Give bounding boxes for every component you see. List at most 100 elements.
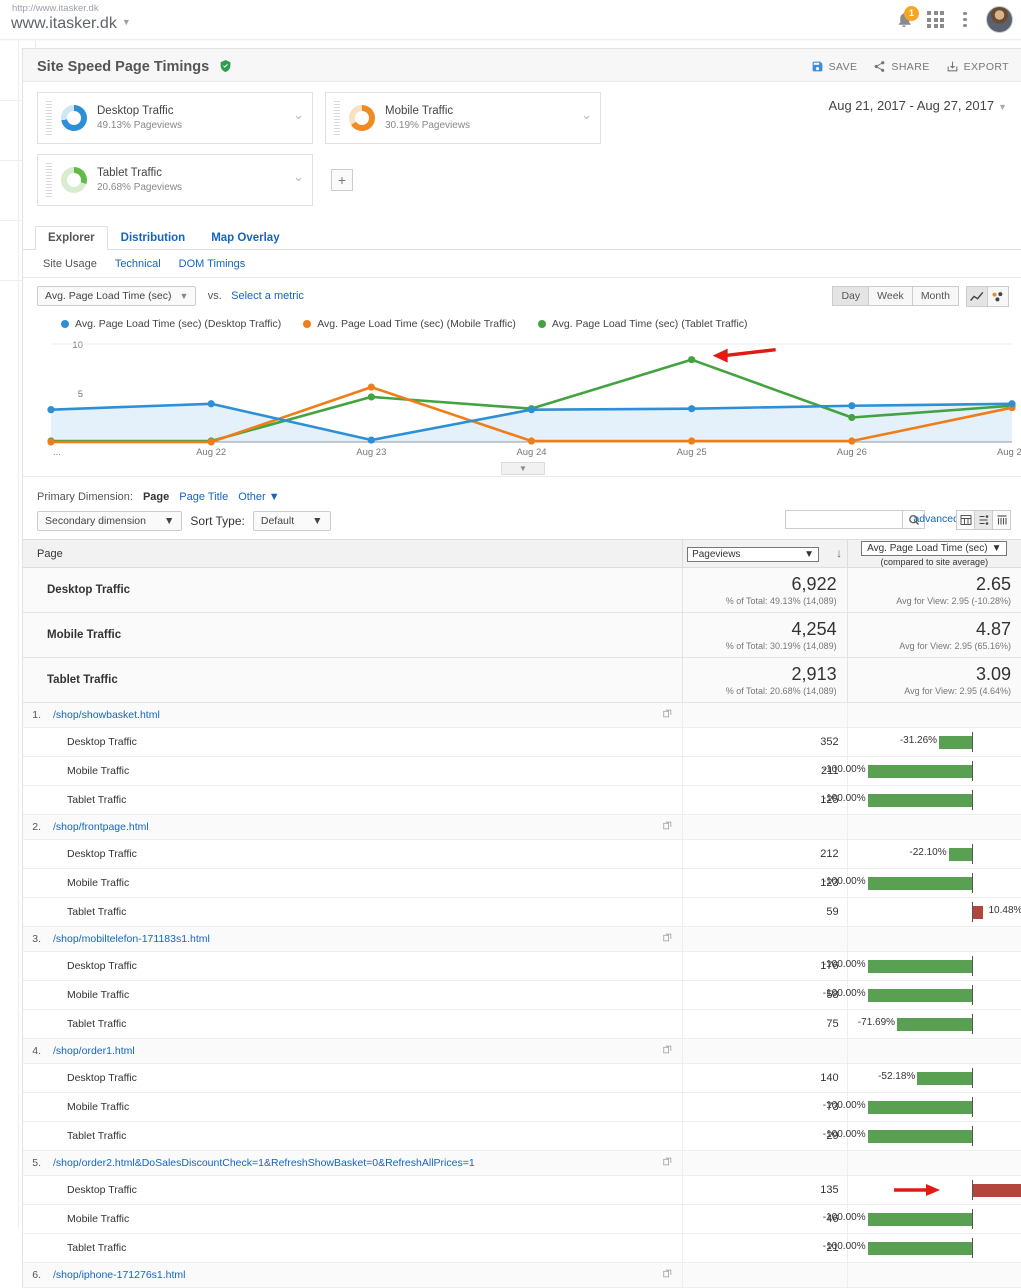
subtab-dom-timings[interactable]: DOM Timings	[178, 257, 246, 270]
avatar[interactable]	[986, 6, 1013, 33]
open-in-new-icon[interactable]	[662, 1157, 672, 1169]
drag-handle-icon[interactable]	[46, 163, 52, 197]
page-url-link[interactable]: /shop/mobiltelefon-171183s1.html	[53, 933, 210, 945]
page-url-link[interactable]: /shop/frontpage.html	[53, 821, 149, 833]
dimension-other[interactable]: Other ▼	[238, 491, 280, 503]
page-url-link[interactable]: /shop/iphone-171276s1.html	[53, 1269, 186, 1281]
segment-stat: 20.68% Pageviews	[97, 181, 183, 193]
add-segment-button[interactable]: +	[331, 169, 353, 191]
row-url-cell[interactable]: /shop/showbasket.html	[45, 702, 683, 728]
row-url-cell[interactable]: /shop/order1.html	[45, 1038, 683, 1064]
detail-compare: -100.00%	[823, 868, 1021, 898]
chevron-down-icon: ▼	[991, 542, 1002, 554]
detail-segment-name: Desktop Traffic	[45, 951, 683, 981]
table-row-detail: Tablet Traffic 125 -100.00%	[23, 785, 1021, 815]
table-row-url[interactable]: 6. /shop/iphone-171276s1.html	[23, 1262, 1021, 1288]
site-selector[interactable]: www.itasker.dk ▼	[11, 15, 131, 33]
compare-metric-selector[interactable]: Avg. Page Load Time (sec) ▼	[861, 540, 1008, 556]
search-icon[interactable]	[903, 510, 925, 529]
negative-bar	[867, 1213, 972, 1226]
apps-grid-icon[interactable]	[927, 11, 944, 28]
segment-tablet-traffic[interactable]: Tablet Traffic 20.68% Pageviews ⌄	[37, 154, 313, 206]
segment-mobile-traffic[interactable]: Mobile Traffic 30.19% Pageviews ⌄	[325, 92, 601, 144]
secondary-dimension-selector[interactable]: Secondary dimension ▼	[37, 511, 183, 531]
primary-dimension-active[interactable]: Page	[142, 491, 170, 503]
detail-compare: -52.18%	[846, 1063, 1021, 1093]
row-url-cell[interactable]: /shop/frontpage.html	[45, 814, 683, 840]
date-range-picker[interactable]: Aug 21, 2017 - Aug 27, 2017 ▼	[829, 98, 1007, 113]
chart-expand-handle[interactable]: ▼	[501, 462, 545, 475]
row-index: 1.	[23, 702, 45, 728]
segment-name: Mobile Traffic	[385, 104, 454, 117]
pageviews-metric-selector[interactable]: Pageviews ▼	[687, 546, 820, 562]
subtab-technical[interactable]: Technical	[114, 257, 161, 270]
row-url-cell[interactable]: /shop/mobiltelefon-171183s1.html	[45, 926, 683, 952]
tab-map-overlay[interactable]: Map Overlay	[211, 232, 280, 244]
rail-segment	[0, 41, 35, 101]
open-in-new-icon[interactable]	[662, 1045, 672, 1057]
tab-distribution[interactable]: Distribution	[120, 232, 186, 244]
share-button[interactable]: SHARE	[873, 60, 929, 73]
negative-bar	[948, 848, 972, 861]
select-a-metric-link[interactable]: Select a metric	[231, 290, 304, 302]
chevron-down-icon: ▼	[179, 291, 189, 301]
drag-handle-icon[interactable]	[46, 101, 52, 135]
timeseries-chart[interactable]: 5 10... Aug 22 Aug 23 Aug 24 Aug 25 Aug 26 Aug …	[37, 336, 1021, 475]
svg-text:Aug 26: Aug 26	[837, 447, 867, 458]
table-row-url[interactable]: 3. /shop/mobiltelefon-171183s1.html	[23, 926, 1021, 952]
summary-pageviews: 6,922% of Total: 49.13% (14,089)	[681, 567, 848, 613]
advanced-link[interactable]: advanced	[913, 513, 959, 525]
granularity-month[interactable]: Month	[911, 286, 959, 306]
comparison-view-icon[interactable]	[992, 510, 1011, 530]
percent-label: -100.00%	[822, 764, 866, 775]
row-url-cell[interactable]: /shop/order2.html&DoSalesDiscountCheck=1…	[45, 1150, 683, 1176]
scatter-plot-icon[interactable]	[987, 286, 1009, 307]
granularity-day[interactable]: Day	[832, 286, 870, 306]
summary-avg-value: 2.65	[975, 573, 1011, 594]
legend-item-desktop[interactable]: Avg. Page Load Time (sec) (Desktop Traff…	[61, 318, 281, 330]
open-in-new-icon[interactable]	[662, 1269, 672, 1281]
table-row-url[interactable]: 1. /shop/showbasket.html	[23, 702, 1021, 728]
search-input[interactable]	[785, 510, 903, 529]
sort-type-selector[interactable]: Default ▼	[252, 511, 331, 531]
table-row-url[interactable]: 5. /shop/order2.html&DoSalesDiscountCheck…	[23, 1150, 1021, 1176]
granularity-week[interactable]: Week	[868, 286, 913, 306]
header-page[interactable]: Page	[23, 539, 683, 568]
subtab-site-usage[interactable]: Site Usage	[43, 257, 97, 270]
legend-item-mobile[interactable]: Avg. Page Load Time (sec) (Mobile Traffi…	[303, 318, 516, 330]
chart-type-toggle	[966, 286, 1009, 307]
page-url-link[interactable]: /shop/showbasket.html	[53, 709, 160, 721]
table-view-icon[interactable]	[956, 510, 975, 530]
percent-label: -100.00%	[822, 793, 866, 804]
chevron-down-icon[interactable]: ⌄	[293, 107, 304, 122]
page-url-link[interactable]: /shop/order2.html&DoSalesDiscountCheck=1…	[53, 1157, 475, 1169]
open-in-new-icon[interactable]	[662, 709, 672, 721]
export-button[interactable]: EXPORT	[946, 60, 1009, 73]
more-vert-icon[interactable]	[958, 11, 972, 28]
bell-icon[interactable]: 1	[895, 5, 919, 30]
sort-desc-icon[interactable]: ↓	[836, 545, 843, 560]
tab-explorer[interactable]: Explorer	[35, 226, 108, 250]
open-in-new-icon[interactable]	[662, 933, 672, 945]
save-button[interactable]: SAVE	[811, 60, 858, 73]
zero-line	[971, 1180, 973, 1200]
metric-selector[interactable]: Avg. Page Load Time (sec) ▼	[37, 286, 197, 306]
open-in-new-icon[interactable]	[662, 821, 672, 833]
donut-chart-icon	[61, 105, 87, 131]
row-pageviews	[681, 926, 848, 952]
pivot-view-icon[interactable]	[974, 510, 993, 530]
drag-handle-icon[interactable]	[334, 101, 340, 135]
dimension-page-title[interactable]: Page Title	[179, 491, 229, 503]
legend-item-tablet[interactable]: Avg. Page Load Time (sec) (Tablet Traffi…	[537, 318, 748, 330]
zero-line	[971, 1068, 973, 1088]
segment-desktop-traffic[interactable]: Desktop Traffic 49.13% Pageviews ⌄	[37, 92, 313, 144]
row-url-cell[interactable]: /shop/iphone-171276s1.html	[45, 1262, 683, 1288]
page-title: Site Speed Page Timings	[37, 59, 210, 75]
chevron-down-icon[interactable]: ⌄	[293, 169, 304, 184]
summary-name: Mobile Traffic	[23, 612, 683, 658]
line-chart-icon[interactable]	[966, 286, 988, 307]
table-row-url[interactable]: 4. /shop/order1.html	[23, 1038, 1021, 1064]
chevron-down-icon[interactable]: ⌄	[581, 107, 592, 122]
table-row-url[interactable]: 2. /shop/frontpage.html	[23, 814, 1021, 840]
page-url-link[interactable]: /shop/order1.html	[53, 1045, 135, 1057]
